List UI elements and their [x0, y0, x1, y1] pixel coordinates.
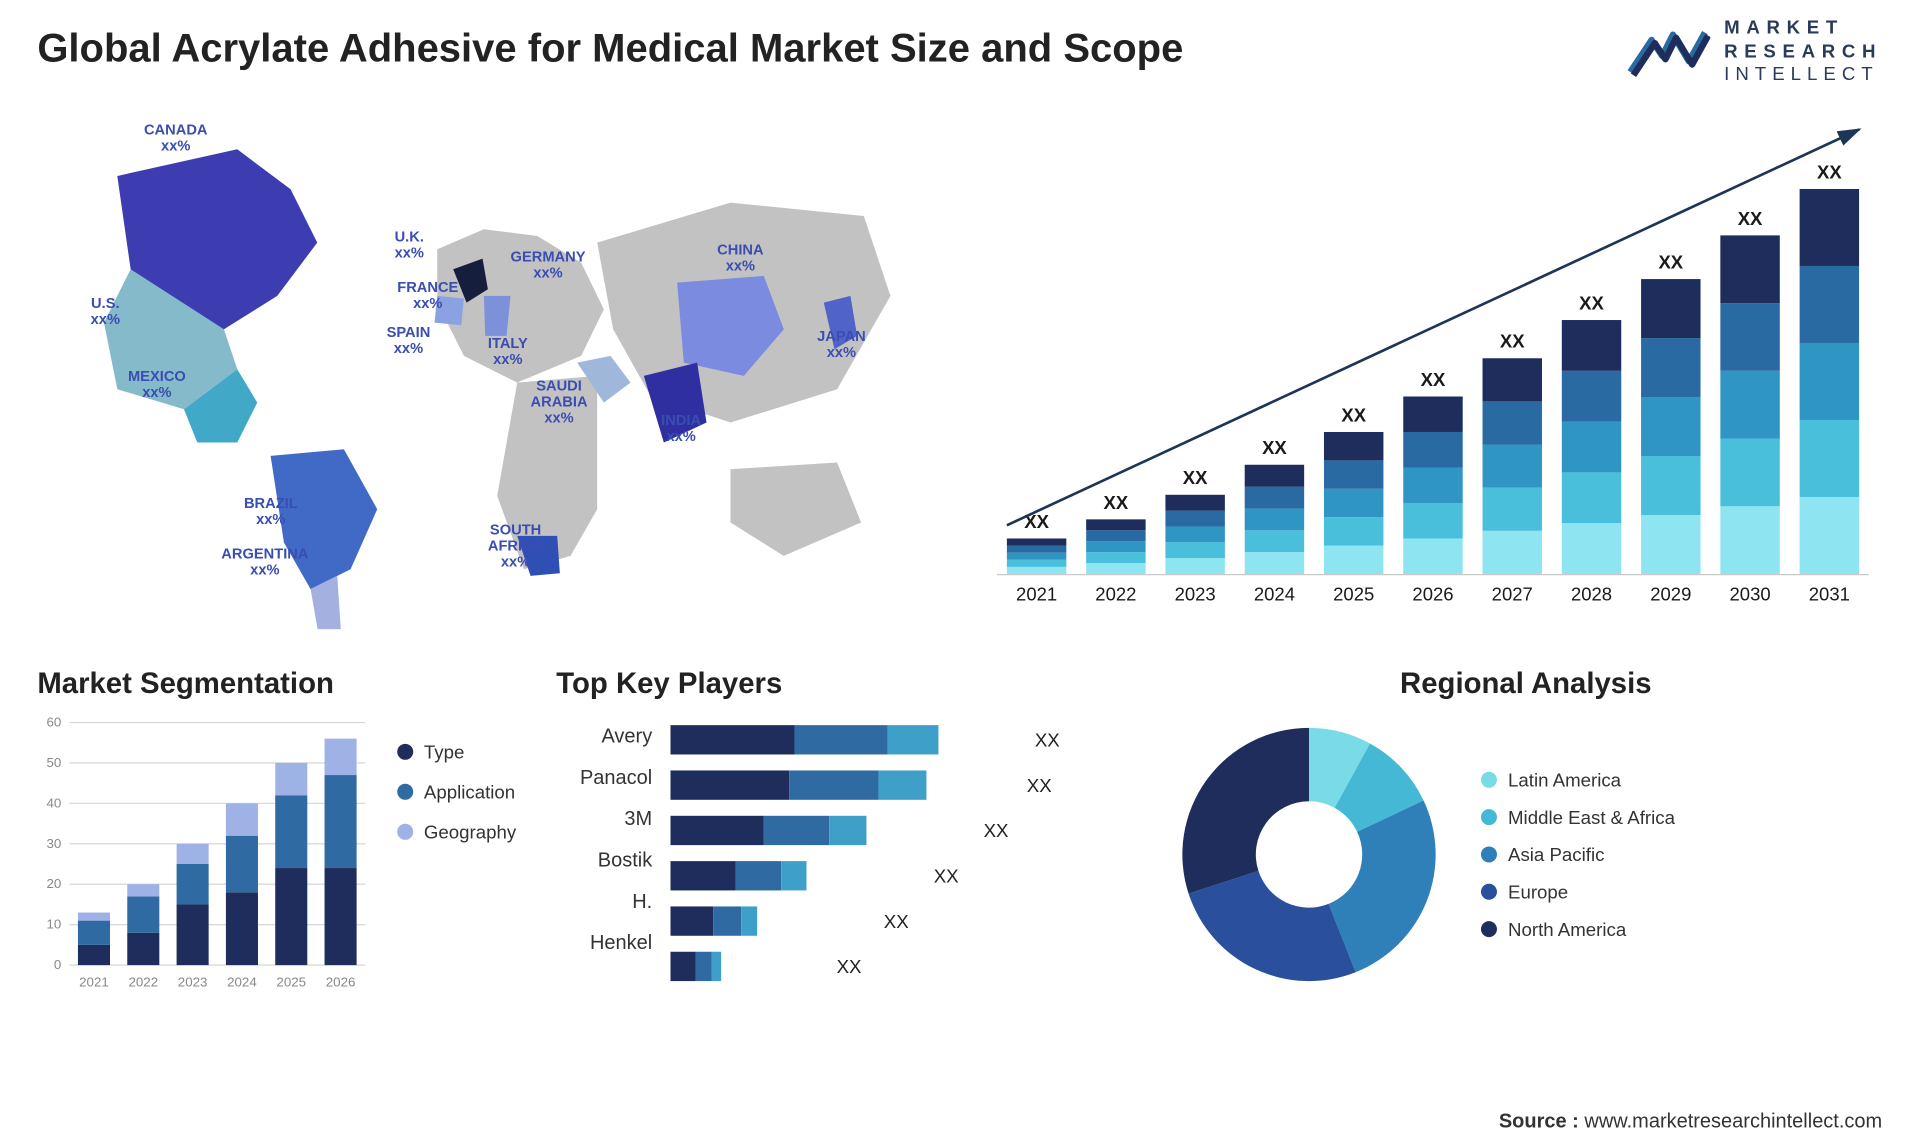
svg-text:10: 10 [46, 917, 61, 932]
svg-text:2030: 2030 [1730, 583, 1771, 604]
svg-text:2022: 2022 [128, 974, 158, 989]
source-line: Source : www.marketresearchintellect.com [1499, 1110, 1882, 1133]
svg-text:2022: 2022 [1095, 583, 1136, 604]
map-label-u-s-: U.S.xx% [91, 296, 120, 328]
logo-mark [1625, 23, 1710, 79]
map-label-spain: SPAINxx% [387, 325, 431, 357]
seg-legend-geography: Geography [397, 821, 516, 842]
svg-text:40: 40 [46, 795, 61, 810]
svg-text:2023: 2023 [1175, 583, 1216, 604]
svg-text:2026: 2026 [1412, 583, 1453, 604]
player-row: XX [671, 952, 1130, 981]
svg-text:XX: XX [1817, 161, 1842, 182]
segmentation-legend: Type Application Geography [397, 714, 516, 994]
logo-line1: MARKET [1724, 16, 1882, 39]
map-label-brazil: BRAZILxx% [244, 496, 298, 528]
map-label-italy: ITALYxx% [488, 336, 528, 368]
svg-text:2024: 2024 [227, 974, 257, 989]
region-legend-item: Latin America [1481, 769, 1675, 790]
map-label-china: CHINAxx% [717, 243, 763, 275]
player-name: Bostik [556, 849, 652, 872]
svg-text:2026: 2026 [326, 974, 356, 989]
segmentation-panel: Market Segmentation 0 10 20 30 40 50 60 2021 202… [37, 667, 516, 995]
region-legend-item: Middle East & Africa [1481, 806, 1675, 827]
svg-text:XX: XX [1104, 492, 1129, 513]
player-name: 3M [556, 808, 652, 831]
map-label-u-k-: U.K.xx% [395, 229, 424, 261]
svg-text:XX: XX [1738, 208, 1763, 229]
map-label-france: FRANCExx% [397, 280, 458, 312]
svg-text:2024: 2024 [1254, 583, 1295, 604]
svg-text:XX: XX [1579, 292, 1604, 313]
segmentation-chart: 0 10 20 30 40 50 60 2021 2022 2023 2024 2025 2026 [37, 714, 370, 994]
regional-panel: Regional Analysis Latin America Middle Ea… [1169, 667, 1882, 995]
player-row: XX [671, 906, 1130, 935]
svg-text:30: 30 [46, 836, 61, 851]
logo-line3: INTELLECT [1724, 63, 1882, 86]
svg-text:2029: 2029 [1650, 583, 1691, 604]
svg-text:2023: 2023 [178, 974, 208, 989]
svg-text:2021: 2021 [1016, 583, 1057, 604]
svg-text:XX: XX [1658, 252, 1683, 273]
map-label-india: INDIAxx% [661, 413, 701, 445]
region-legend-item: Asia Pacific [1481, 844, 1675, 865]
svg-text:2021: 2021 [79, 974, 109, 989]
svg-text:60: 60 [46, 714, 61, 729]
map-label-japan: JAPANxx% [817, 329, 866, 361]
svg-text:2028: 2028 [1571, 583, 1612, 604]
player-name: Panacol [556, 766, 652, 789]
svg-text:2025: 2025 [1333, 583, 1374, 604]
segmentation-title: Market Segmentation [37, 667, 516, 702]
svg-text:XX: XX [1421, 369, 1446, 390]
brand-logo: MARKET RESEARCH INTELLECT [1625, 16, 1882, 86]
player-name-list: Avery Panacol 3M Bostik H. Henkel [556, 714, 652, 981]
regional-title: Regional Analysis [1169, 667, 1882, 702]
map-label-saudi-arabia: SAUDIARABIAxx% [531, 379, 588, 427]
player-row: XX [671, 861, 1130, 890]
players-title: Top Key Players [556, 667, 1129, 702]
svg-text:2031: 2031 [1809, 583, 1850, 604]
region-legend-item: North America [1481, 918, 1675, 939]
player-name: Henkel [556, 932, 652, 955]
seg-legend-type: Type [397, 741, 516, 762]
players-panel: Top Key Players Avery Panacol 3M Bostik H. He… [556, 667, 1129, 995]
region-legend-item: Europe [1481, 881, 1675, 902]
svg-text:2025: 2025 [276, 974, 306, 989]
svg-text:XX: XX [1500, 331, 1525, 352]
source-label: Source : [1499, 1110, 1579, 1133]
svg-text:50: 50 [46, 755, 61, 770]
svg-text:2027: 2027 [1492, 583, 1533, 604]
svg-text:XX: XX [1262, 437, 1287, 458]
player-row: XX [671, 816, 1130, 845]
player-name: H. [556, 890, 652, 913]
player-name: Avery [556, 725, 652, 748]
seg-legend-application: Application [397, 781, 516, 802]
page-title: Global Acrylate Adhesive for Medical Mar… [37, 27, 1882, 72]
map-label-south-africa: SOUTHAFRICAxx% [488, 523, 543, 571]
player-bars: XX XX XX XX XX XX [671, 714, 1130, 981]
map-label-argentina: ARGENTINAxx% [221, 547, 308, 579]
svg-text:20: 20 [46, 876, 61, 891]
svg-text:XX: XX [1183, 467, 1208, 488]
world-map: CANADAxx% U.S.xx% MEXICOxx% BRAZILxx% ARGENT… [37, 96, 943, 629]
svg-text:0: 0 [54, 957, 61, 972]
regional-legend: Latin America Middle East & Africa Asia Pa… [1481, 769, 1675, 940]
logo-line2: RESEARCH [1724, 39, 1882, 62]
source-url: www.marketresearchintellect.com [1584, 1110, 1882, 1133]
map-label-mexico: MEXICOxx% [128, 369, 186, 401]
growth-chart: 2021 XX 2022 XX 2023 XX 2024 XX 2025 XX 2026 XX 2027… [984, 96, 1882, 629]
regional-donut [1169, 714, 1449, 994]
map-label-canada: CANADAxx% [144, 123, 208, 155]
map-label-germany: GERMANYxx% [511, 249, 586, 281]
player-row: XX [671, 725, 1130, 754]
svg-text:XX: XX [1341, 404, 1366, 425]
player-row: XX [671, 770, 1130, 799]
